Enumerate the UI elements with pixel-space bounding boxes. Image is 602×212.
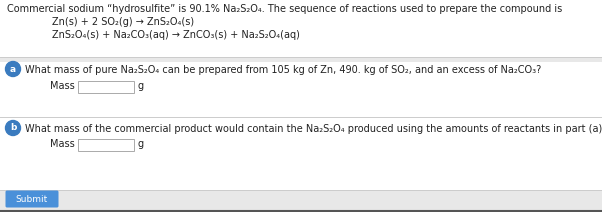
FancyBboxPatch shape (78, 138, 134, 151)
FancyBboxPatch shape (78, 81, 134, 92)
Circle shape (5, 120, 20, 135)
Text: g: g (137, 81, 143, 91)
Text: Commercial sodium “hydrosulfite” is 90.1% Na₂S₂O₄. The sequence of reactions use: Commercial sodium “hydrosulfite” is 90.1… (7, 4, 562, 14)
Text: Mass =: Mass = (50, 81, 89, 91)
Text: a: a (10, 64, 16, 74)
Text: b: b (10, 124, 16, 132)
Text: Mass =: Mass = (50, 139, 89, 149)
Text: Submit: Submit (16, 194, 48, 204)
Text: ZnS₂O₄(s) + Na₂CO₃(aq) → ZnCO₃(s) + Na₂S₂O₄(aq): ZnS₂O₄(s) + Na₂CO₃(aq) → ZnCO₃(s) + Na₂S… (52, 30, 300, 40)
FancyBboxPatch shape (0, 0, 602, 57)
Text: g: g (137, 139, 143, 149)
FancyBboxPatch shape (0, 62, 602, 117)
Text: What mass of pure Na₂S₂O₄ can be prepared from 105 kg of Zn, 490. kg of SO₂, and: What mass of pure Na₂S₂O₄ can be prepare… (25, 65, 541, 75)
Text: What mass of the commercial product would contain the Na₂S₂O₄ produced using the: What mass of the commercial product woul… (25, 124, 602, 134)
Circle shape (5, 61, 20, 77)
FancyBboxPatch shape (5, 191, 58, 208)
Text: Zn(s) + 2 SO₂(g) → ZnS₂O₄(s): Zn(s) + 2 SO₂(g) → ZnS₂O₄(s) (52, 17, 194, 27)
FancyBboxPatch shape (0, 117, 602, 190)
